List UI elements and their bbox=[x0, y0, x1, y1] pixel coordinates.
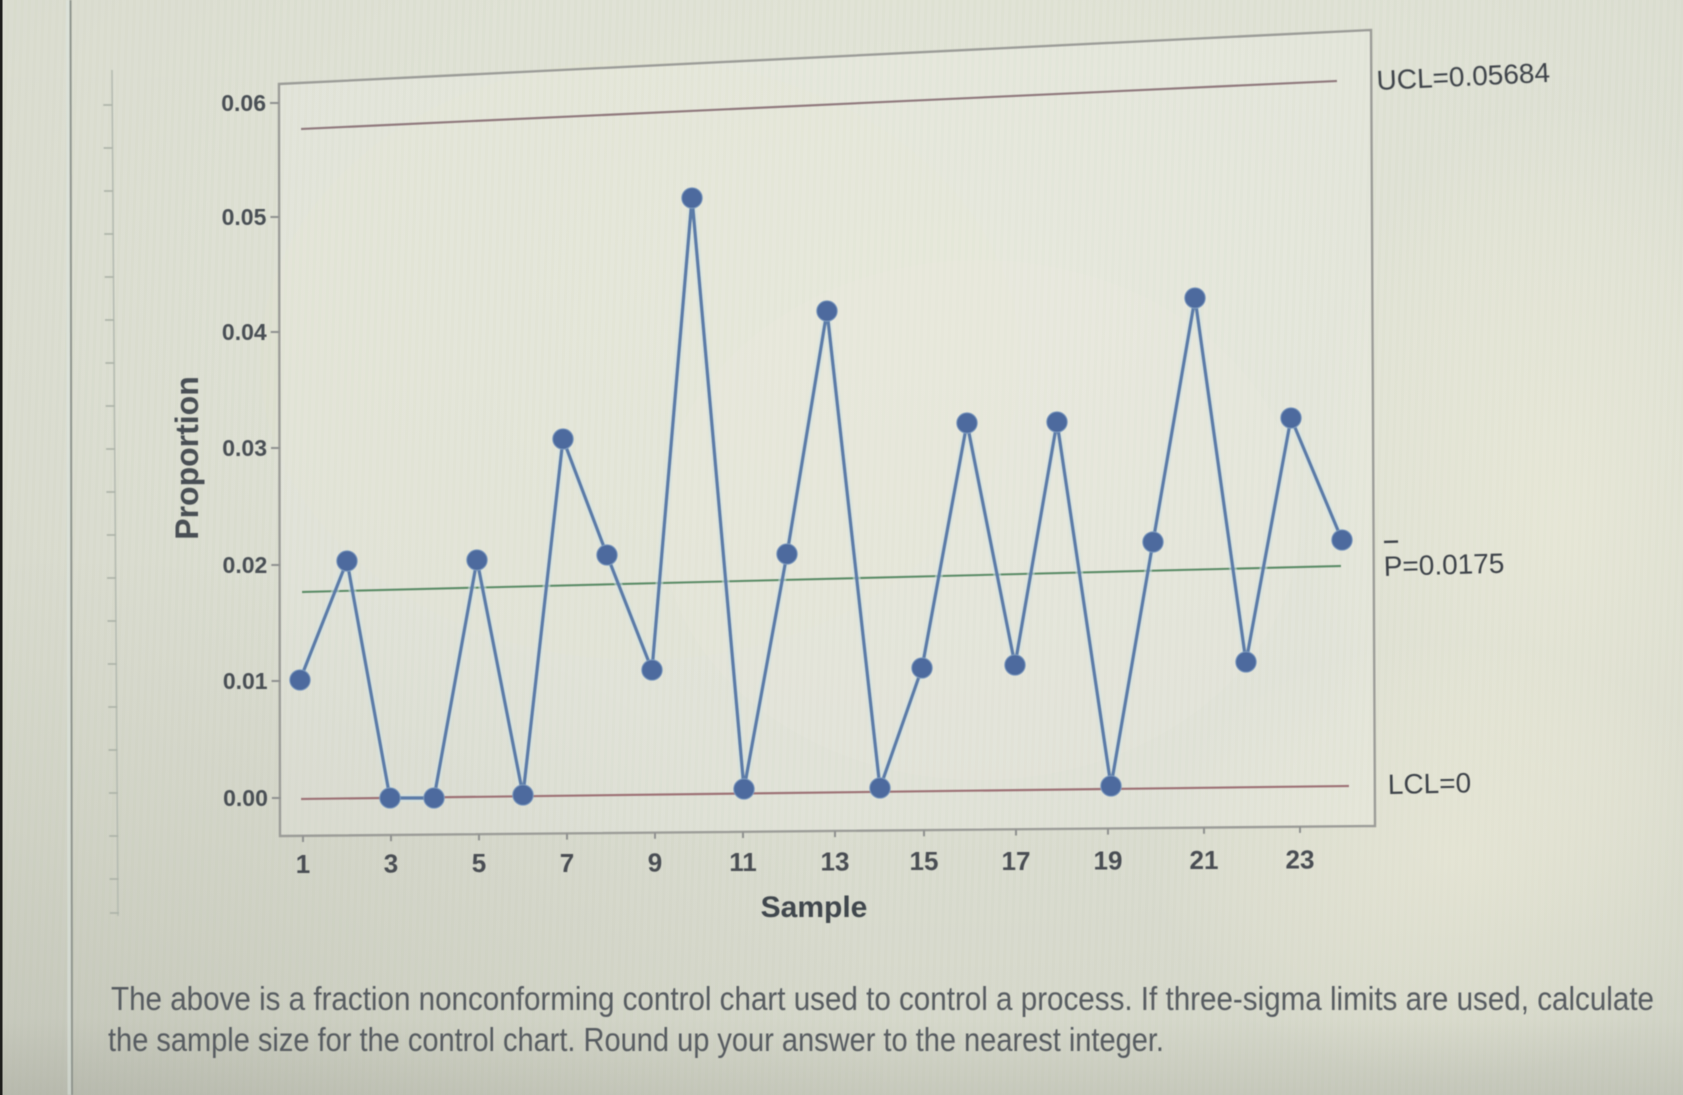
svg-text:23: 23 bbox=[1286, 845, 1315, 875]
svg-text:0.02: 0.02 bbox=[223, 552, 268, 578]
svg-text:0.03: 0.03 bbox=[222, 435, 267, 461]
svg-text:21: 21 bbox=[1190, 845, 1219, 875]
svg-text:P=0.0175: P=0.0175 bbox=[1383, 548, 1504, 582]
svg-text:LCL=0: LCL=0 bbox=[1387, 767, 1471, 800]
svg-text:The above is a fraction noncon: The above is a fraction nonconforming co… bbox=[111, 980, 1654, 1017]
svg-text:11: 11 bbox=[729, 847, 757, 877]
svg-text:7: 7 bbox=[560, 848, 574, 878]
svg-text:9: 9 bbox=[648, 847, 662, 877]
svg-text:19: 19 bbox=[1094, 845, 1123, 875]
svg-text:Sample: Sample bbox=[761, 891, 868, 924]
svg-text:15: 15 bbox=[910, 846, 939, 876]
svg-text:0.01: 0.01 bbox=[223, 668, 268, 694]
svg-text:0.06: 0.06 bbox=[221, 90, 266, 116]
svg-text:3: 3 bbox=[384, 849, 398, 879]
svg-text:0.05: 0.05 bbox=[222, 204, 267, 230]
svg-text:17: 17 bbox=[1002, 846, 1031, 876]
svg-text:1: 1 bbox=[296, 849, 310, 879]
svg-text:13: 13 bbox=[821, 847, 850, 877]
svg-text:5: 5 bbox=[472, 848, 486, 878]
svg-text:Proportion: Proportion bbox=[169, 376, 205, 540]
svg-text:0.00: 0.00 bbox=[223, 785, 268, 811]
svg-text:0.04: 0.04 bbox=[222, 319, 267, 345]
svg-text:the sample size for the contro: the sample size for the control chart. R… bbox=[108, 1021, 1164, 1058]
